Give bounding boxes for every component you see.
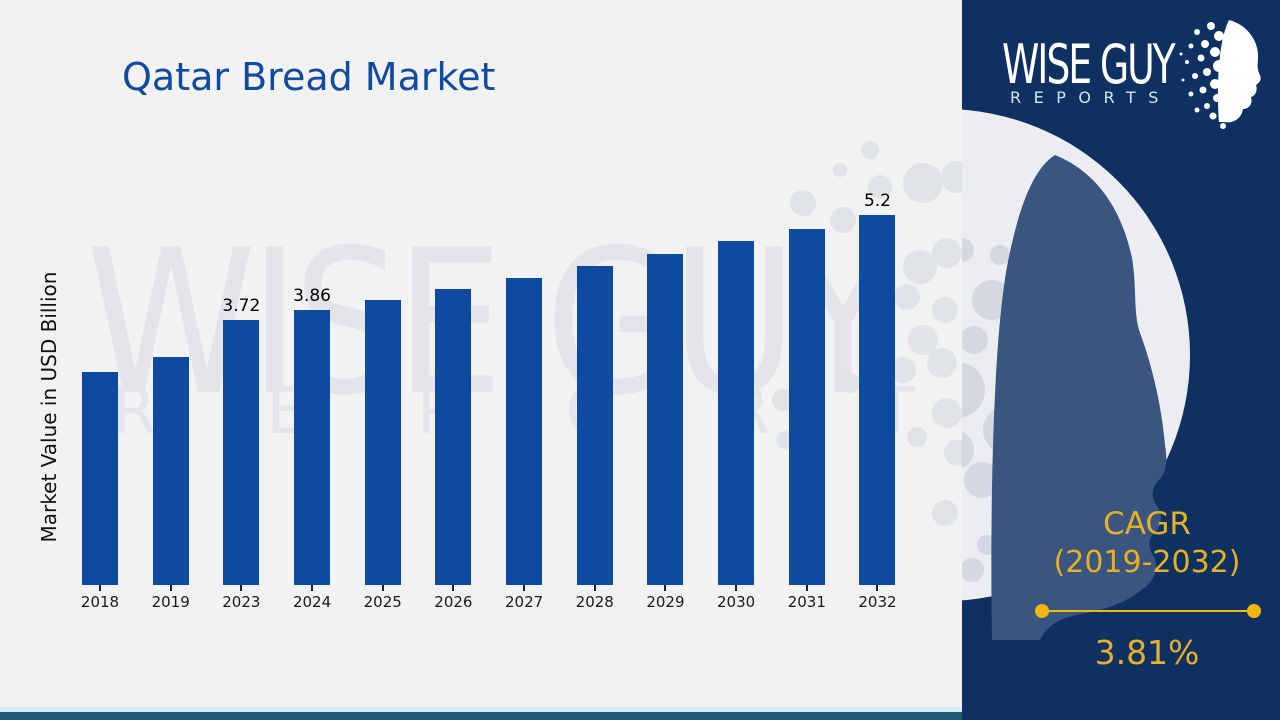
watermark-wiseguy-text: WISE GUY: [86, 207, 895, 440]
logo-face-icon: [1179, 20, 1261, 129]
x-axis-tick: [452, 585, 455, 591]
cagr-block: CAGR (2019-2032) 3.81%: [1032, 505, 1262, 673]
bar: [223, 320, 260, 585]
watermark-dots-pattern: [772, 141, 962, 526]
cagr-label: CAGR: [1103, 506, 1191, 542]
x-axis-tick: [876, 585, 879, 591]
x-axis-tick: [381, 585, 384, 591]
bar: [152, 357, 189, 585]
x-axis-label: 2027: [504, 593, 544, 611]
cagr-value: 3.81%: [1094, 633, 1200, 673]
y-axis-label: Market Value in USD Billion: [37, 271, 61, 543]
footer-lightblue-strip: [0, 707, 962, 712]
x-axis-label: 2032: [858, 593, 897, 611]
x-axis-label: 2029: [646, 593, 685, 611]
big-face-profile: [991, 155, 1167, 640]
bar-value-label: 5.2: [863, 191, 891, 211]
bar: [576, 266, 613, 585]
wiseguy-logo: WISE GUY REPORTS: [962, 0, 1280, 140]
bar: [859, 215, 896, 585]
x-axis-label: 2018: [80, 593, 120, 611]
logo-reports-text: REPORTS: [1010, 88, 1171, 107]
cagr-range: (2019-2032): [1053, 544, 1241, 580]
bar: [364, 300, 401, 585]
bar: [788, 229, 825, 585]
x-axis-tick: [735, 585, 738, 591]
logo-wiseguy-text: WISE GUY: [1002, 33, 1176, 96]
rule-dot-right: [1247, 604, 1261, 619]
x-axis-label: 2030: [717, 593, 756, 611]
bar: [506, 278, 543, 585]
bar: [435, 289, 472, 585]
bar: [294, 310, 331, 585]
x-axis-label: 2025: [363, 593, 402, 611]
brand-panel: WISE GUY REPORTS: [962, 0, 1280, 720]
x-axis-tick: [805, 585, 808, 591]
footer-teal-strip: [0, 712, 962, 720]
x-axis-label: 2028: [575, 593, 614, 611]
x-axis-label: 2019: [151, 593, 190, 611]
bar-value-label: 3.72: [222, 296, 261, 316]
chart-area: WISE GUY REPORTS Qatar Bread Market Mark…: [0, 0, 962, 720]
bar: [718, 241, 755, 585]
x-axis-tick: [593, 585, 596, 591]
x-axis-label: 2023: [222, 593, 261, 611]
x-axis-tick: [240, 585, 243, 591]
x-axis-tick: [311, 585, 314, 591]
x-axis-label: 2026: [434, 593, 473, 611]
x-axis-tick: [169, 585, 172, 591]
x-axis-label: 2024: [292, 593, 332, 611]
bar: [647, 254, 684, 585]
x-axis-tick: [523, 585, 526, 591]
bar: [82, 372, 118, 585]
x-axis-tick: [664, 585, 667, 591]
rule-line: [1042, 610, 1254, 613]
page-title: Qatar Bread Market: [122, 55, 496, 100]
x-axis-tick: [99, 585, 101, 591]
bar-value-label: 3.86: [293, 286, 331, 306]
x-axis-label: 2031: [787, 593, 826, 611]
face-circle-art: [962, 109, 1190, 640]
cagr-underline: [1032, 603, 1262, 619]
